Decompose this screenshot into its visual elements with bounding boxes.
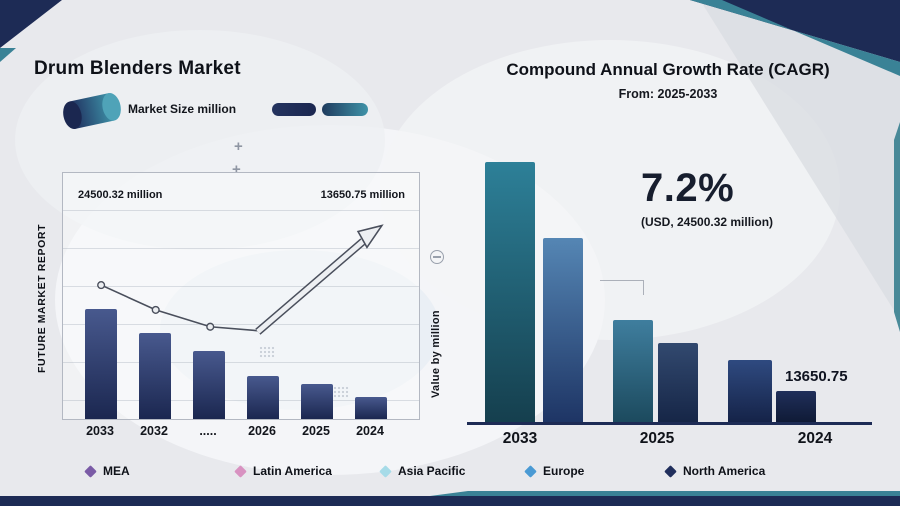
x-tick-label: 2026 [248,424,276,438]
pill-decoration [322,103,368,116]
legend-item-latin-america: Latin America [234,464,332,478]
bar-2024 [355,397,387,419]
bar-2033-1 [485,162,535,422]
legend-label: Latin America [253,464,332,478]
dots-decoration [259,346,275,358]
bar-2032 [139,333,171,419]
left-chart-x-axis: 2033 2032 ..... 2026 2025 2024 [62,424,420,442]
legend-label: Asia Pacific [398,464,466,478]
market-size-chart: 24500.32 million 13650.75 million [62,172,420,420]
legend-label: Europe [543,464,585,478]
chart-start-value: 24500.32 million [78,189,163,201]
x-tick-label: 2032 [140,424,168,438]
bar-2033-2 [543,238,583,422]
right-chart-bars [467,160,872,422]
plus-decoration: + [232,161,241,178]
dots-decoration [333,386,349,398]
cylinder-icon [63,93,121,129]
legend-marker-icon [524,464,537,478]
page-title: Drum Blenders Market [34,58,241,79]
legend-marker-icon [664,464,677,478]
future-market-report-label: FUTURE MARKET REPORT [36,223,48,373]
cagr-detail: (USD, 24500.32 million) [641,215,774,229]
cagr-chart: 13650.75 [467,160,872,425]
legend-marker-icon [379,464,392,478]
left-chart-bars [63,173,419,419]
legend-item-europe: Europe [524,464,585,478]
bar-2026 [247,376,279,419]
bar-2033 [85,309,117,419]
cagr-value: 7.2% [641,166,735,210]
cagr-header: Compound Annual Growth Rate (CAGR) From:… [452,60,884,101]
legend-item-asia-pacific: Asia Pacific [379,464,466,478]
legend-marker-icon [84,464,97,478]
chart-end-value: 13650.75 million [320,189,405,201]
x-tick-label: 2025 [302,424,330,438]
x-tick-label: 2025 [639,430,675,447]
legend-item-mea: MEA [84,464,130,478]
legend-item-north-america: North America [664,464,766,478]
plus-decoration: + [234,138,243,155]
bar-2025-2 [658,343,698,422]
legend-marker-icon [234,464,247,478]
bar-2024-1 [728,360,772,422]
bar-2025-1 [613,320,653,422]
trend-line-arrow-icon [97,224,384,335]
pill-decoration [272,103,316,116]
market-size-label: Market Size million [128,102,237,116]
bar-2025 [301,384,333,419]
region-legend: MEA Latin America Asia Pacific Europe No… [0,464,900,484]
x-tick-label: 2024 [797,430,833,447]
x-tick-label: 2033 [502,430,538,447]
cagr-title: Compound Annual Growth Rate (CAGR) [506,60,830,79]
cagr-callout: 7.2% (USD, 24500.32 million) [641,166,773,229]
bar-..... [193,351,225,419]
legend-label: North America [683,464,766,478]
cagr-subtitle: From: 2025-2033 [618,87,718,101]
x-tick-label: 2024 [356,424,384,438]
circle-minus-icon [430,250,444,264]
x-tick-label: ..... [199,424,217,438]
value-axis-label: Value by million [430,310,442,398]
legend-label: MEA [103,464,130,478]
bar-2024-2 [776,391,816,422]
value-callout: 13650.75 [785,368,848,385]
bracket-decoration [600,280,644,295]
x-tick-label: 2033 [86,424,114,438]
